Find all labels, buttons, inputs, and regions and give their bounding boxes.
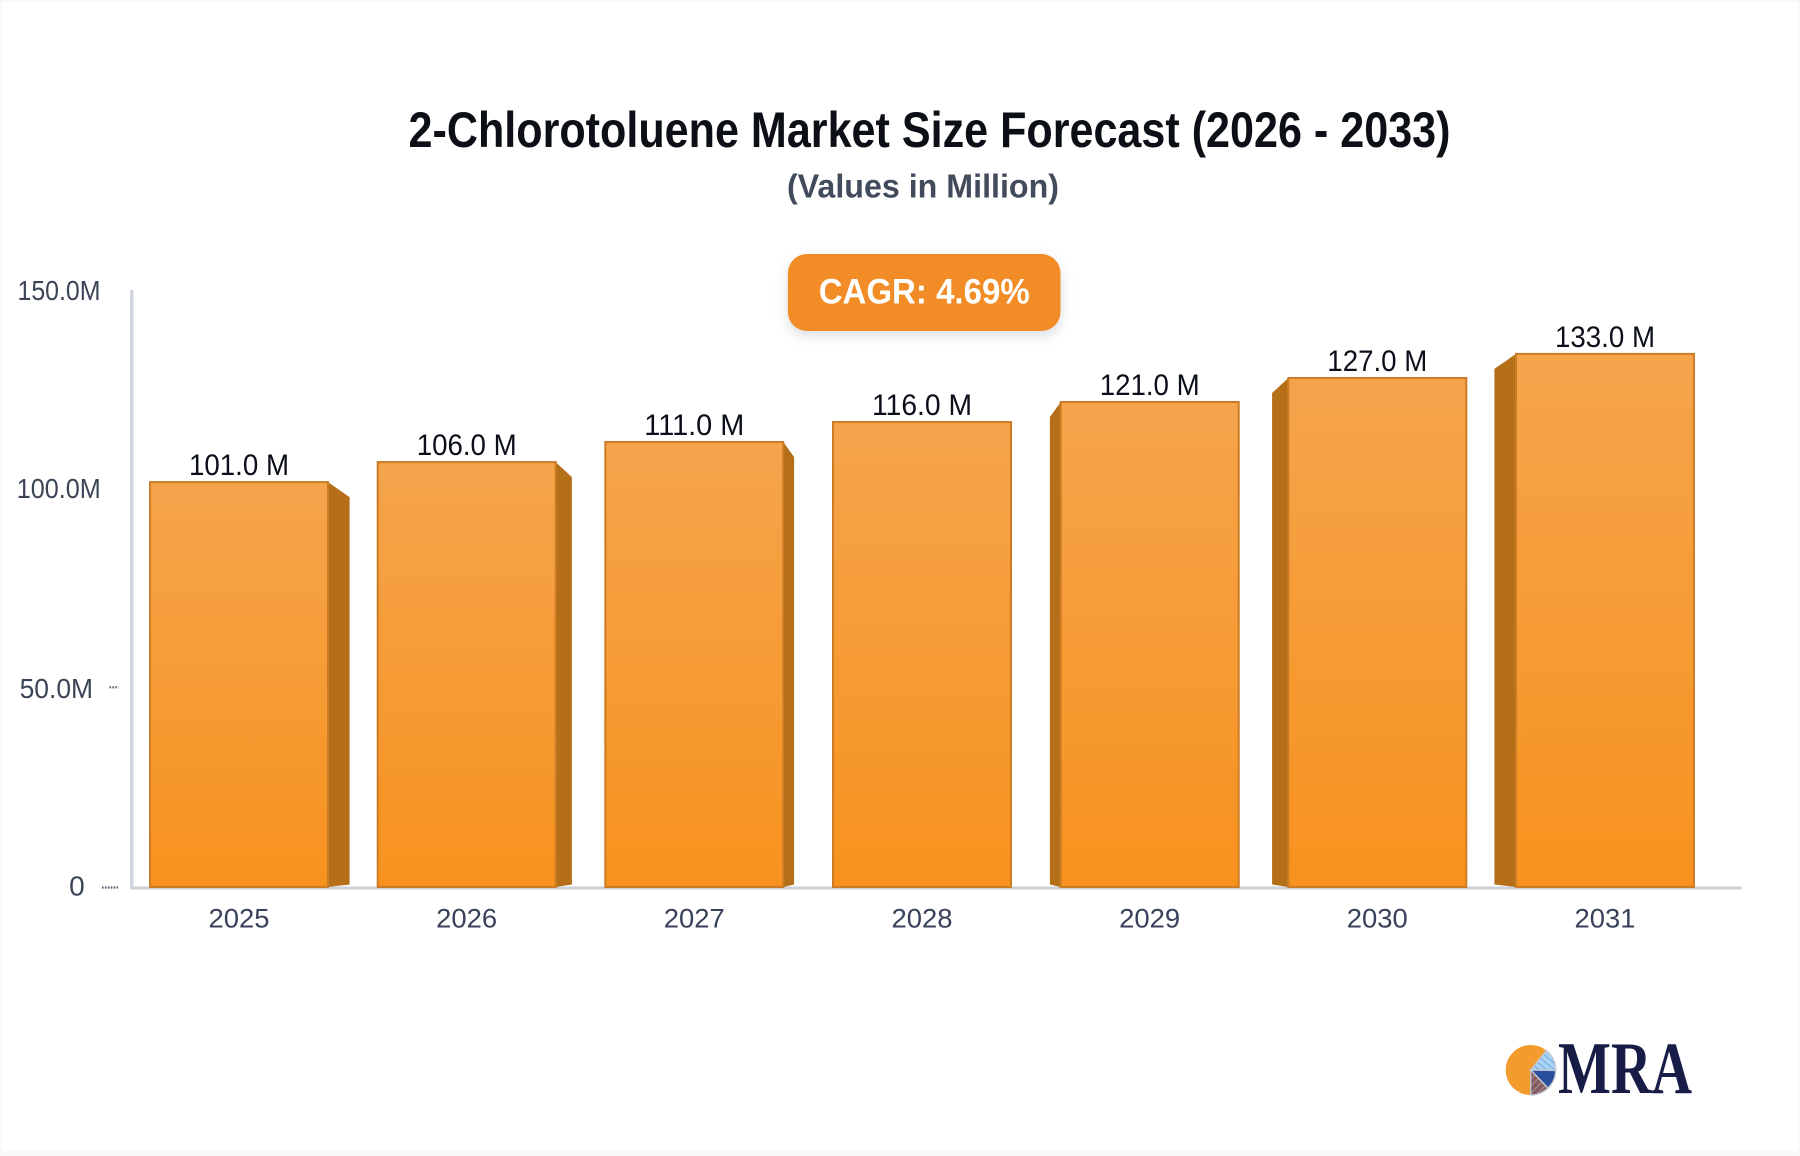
svg-text:100.0M: 100.0M — [17, 473, 101, 504]
svg-text:2027: 2027 — [664, 904, 725, 934]
svg-text:101.0 M: 101.0 M — [189, 449, 289, 482]
svg-text:2029: 2029 — [1119, 904, 1180, 934]
svg-text:(Values in Million): (Values in Million) — [787, 168, 1059, 205]
svg-text:0: 0 — [69, 871, 85, 902]
svg-text:2-Chlorotoluene Market Size Fo: 2-Chlorotoluene Market Size Forecast (20… — [409, 102, 1451, 158]
svg-text:2030: 2030 — [1347, 904, 1408, 934]
svg-text:127.0 M: 127.0 M — [1327, 345, 1427, 378]
svg-text:2025: 2025 — [209, 904, 270, 934]
svg-text:111.0 M: 111.0 M — [644, 409, 744, 442]
svg-text:116.0 M: 116.0 M — [872, 389, 972, 422]
svg-text:150.0M: 150.0M — [18, 275, 101, 306]
svg-text:CAGR: 4.69%: CAGR: 4.69% — [819, 273, 1030, 312]
svg-text:121.0 M: 121.0 M — [1100, 369, 1200, 402]
svg-text:106.0 M: 106.0 M — [417, 429, 517, 462]
svg-text:2031: 2031 — [1575, 904, 1636, 934]
svg-text:2026: 2026 — [436, 904, 497, 934]
svg-text:133.0 M: 133.0 M — [1555, 321, 1655, 354]
svg-text:50.0M: 50.0M — [20, 673, 94, 704]
svg-text:2028: 2028 — [892, 904, 953, 934]
svg-text:MRA: MRA — [1558, 1028, 1692, 1110]
